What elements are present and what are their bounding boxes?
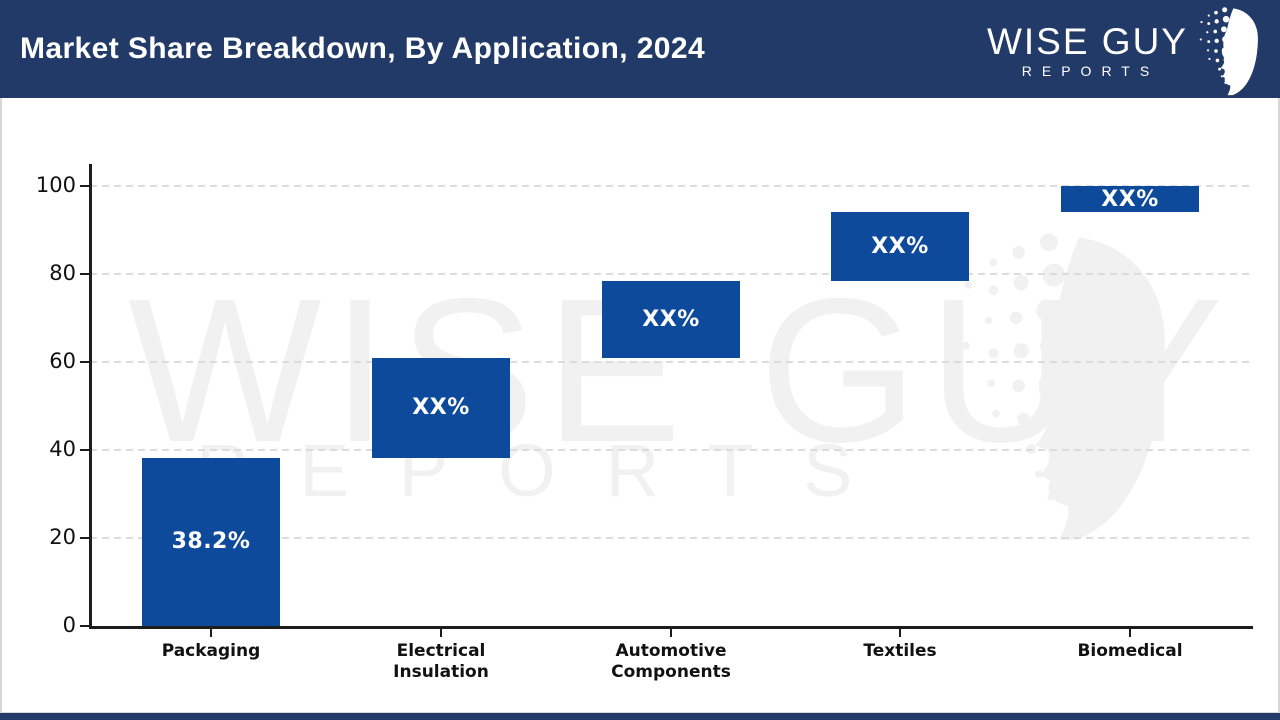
x-tick-mark xyxy=(440,629,442,637)
y-tick-label: 0 xyxy=(62,613,76,637)
y-tick-label: 60 xyxy=(49,349,76,373)
watermark-subtext: REPORTS xyxy=(196,429,903,512)
y-tick-label: 100 xyxy=(35,173,76,197)
y-tick-mark xyxy=(80,537,89,539)
page-title: Market Share Breakdown, By Application, … xyxy=(20,32,706,65)
x-tick-mark xyxy=(899,629,901,637)
x-axis-label: Textiles xyxy=(863,641,937,661)
bar-value-label: 38.2% xyxy=(171,529,251,555)
x-axis-label: Biomedical xyxy=(1077,641,1183,661)
y-tick-mark xyxy=(80,449,89,451)
y-tick-label: 80 xyxy=(49,261,76,285)
brand-logo-text: WISE GUY REPORTS xyxy=(986,20,1188,80)
header-band: Market Share Breakdown, By Application, … xyxy=(0,0,1280,98)
x-axis-label: Packaging xyxy=(161,641,261,661)
y-tick-mark xyxy=(80,625,89,627)
bar-value-label: XX% xyxy=(412,395,470,421)
bar-biomedical: XX% xyxy=(1061,186,1199,213)
bar-electrical-insulation: XX% xyxy=(372,357,510,458)
x-axis-label: Electrical Insulation xyxy=(393,641,489,682)
grid-line xyxy=(90,361,1253,363)
brand-subname: REPORTS xyxy=(1021,63,1160,80)
grid-line xyxy=(90,537,1253,539)
y-tick-label: 40 xyxy=(49,437,76,461)
y-tick-mark xyxy=(80,185,89,187)
y-tick-mark xyxy=(80,361,89,363)
x-tick-mark xyxy=(1129,629,1131,637)
bar-value-label: XX% xyxy=(1101,186,1159,212)
footer-band xyxy=(0,713,1280,720)
bar-value-label: XX% xyxy=(642,306,700,332)
bar-textiles: XX% xyxy=(831,212,969,281)
x-tick-mark xyxy=(210,629,212,637)
y-tick-mark xyxy=(80,273,89,275)
y-axis-line xyxy=(89,164,92,629)
bar-value-label: XX% xyxy=(871,233,929,259)
x-tick-mark xyxy=(670,629,672,637)
grid-line xyxy=(90,273,1253,275)
bar-packaging: 38.2% xyxy=(142,457,280,626)
brand-logo: WISE GUY REPORTS xyxy=(987,4,1266,98)
brand-name: WISE GUY xyxy=(986,20,1188,62)
x-axis-line xyxy=(89,626,1253,629)
y-tick-label: 20 xyxy=(49,525,76,549)
dotted-head-icon xyxy=(1192,4,1266,98)
bar-automotive-components: XX% xyxy=(602,280,740,358)
grid-line xyxy=(90,449,1253,451)
grid-line xyxy=(90,185,1253,187)
x-axis-label: Automotive Components xyxy=(611,641,731,682)
